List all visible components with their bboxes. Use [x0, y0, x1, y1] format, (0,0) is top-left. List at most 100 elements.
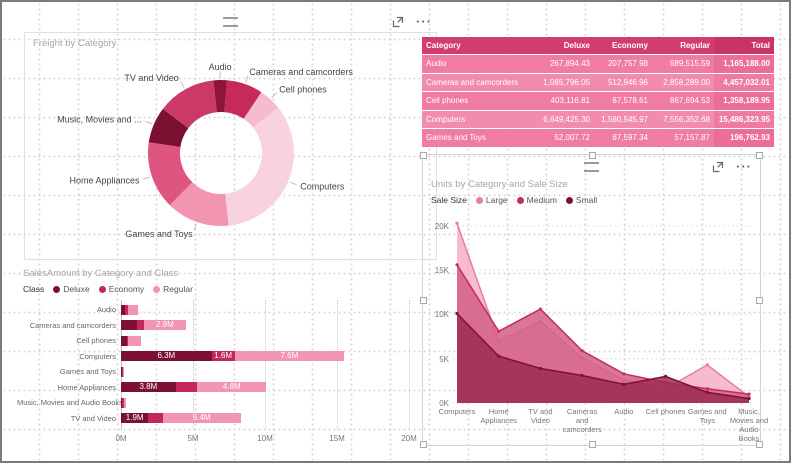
bar-segment-economy[interactable]	[124, 304, 128, 315]
table-row[interactable]: Computers 6,649,425.30 1,580,545.97 7,556,3…	[422, 109, 774, 129]
more-options-icon[interactable]: ···	[736, 159, 752, 174]
bar-segment-regular[interactable]: 2.9M	[143, 320, 186, 331]
donut-slice-5[interactable]	[169, 182, 229, 227]
visual-header: ···	[25, 14, 436, 30]
value-cell: 7,556,352.68	[652, 109, 714, 129]
data-point[interactable]	[705, 390, 709, 394]
visual-container-freight-donut[interactable]: ··· Freight by Category Audio Cameras and…	[24, 15, 437, 260]
donut-slice-3[interactable]	[243, 92, 279, 128]
bar-segment-deluxe[interactable]	[121, 320, 137, 331]
bar-segment-regular[interactable]: 4.8M	[197, 382, 267, 393]
resize-handle-nw[interactable]	[420, 152, 427, 159]
bar-segment-deluxe[interactable]	[121, 366, 122, 377]
data-point[interactable]	[705, 363, 709, 367]
bar-segment-economy[interactable]	[175, 382, 198, 393]
donut-slice-7[interactable]	[148, 108, 189, 147]
bar-segment-regular[interactable]	[128, 335, 141, 346]
bar-segment-economy[interactable]	[121, 366, 123, 377]
bar-segment-economy[interactable]	[126, 335, 129, 346]
bar-segment-economy[interactable]	[148, 413, 163, 424]
drag-handle-icon[interactable]	[223, 17, 238, 27]
legend-item-economy[interactable]: Economy	[98, 284, 144, 294]
bar-segment-regular[interactable]	[127, 304, 138, 315]
data-point[interactable]	[455, 263, 459, 267]
data-point[interactable]	[664, 374, 668, 378]
data-point[interactable]	[622, 372, 626, 376]
area-chart	[453, 221, 753, 404]
row-category-cell: Audio	[422, 54, 532, 73]
bar-segment-deluxe[interactable]: 6.3M	[121, 351, 212, 362]
value-cell: 87,578.61	[594, 91, 652, 110]
donut-label: TV and Video	[124, 73, 178, 83]
data-point[interactable]	[705, 387, 709, 391]
table-row[interactable]: Cell phones 403,116.81 87,578.61 867,694.53…	[422, 91, 774, 110]
bar-segment-economy[interactable]	[122, 397, 124, 408]
resize-handle-s[interactable]	[588, 441, 596, 448]
bar-segment-deluxe[interactable]	[121, 335, 127, 346]
data-point[interactable]	[538, 366, 542, 371]
more-options-icon[interactable]: ···	[416, 14, 432, 29]
column-header-category[interactable]: Category	[422, 37, 532, 55]
data-point[interactable]	[747, 392, 751, 396]
resize-handle-e[interactable]	[756, 297, 763, 304]
leader-line	[245, 75, 249, 83]
data-point[interactable]	[580, 349, 584, 353]
bar-segment-economy[interactable]: 1.6M	[211, 351, 235, 362]
resize-handle-se[interactable]	[756, 441, 763, 448]
drag-handle-icon[interactable]	[584, 162, 599, 172]
bar-row: Computers 6.3M 1.6M 7.6M	[17, 349, 417, 365]
x-category-label: Music, Movies and Audio Books	[729, 407, 769, 443]
focus-mode-icon[interactable]	[712, 161, 724, 173]
category-label: Cell phones	[76, 336, 116, 346]
legend-dot	[516, 196, 524, 204]
column-header-total[interactable]: Total	[714, 37, 774, 55]
bar-segment-regular[interactable]: 7.6M	[234, 351, 345, 362]
data-point[interactable]	[538, 307, 542, 311]
visual-container-sales-bar[interactable]: SalesAmount by Category and Class Class …	[17, 264, 417, 456]
data-point[interactable]	[747, 397, 751, 401]
donut-slice-2[interactable]	[224, 80, 262, 119]
value-cell: 2,858,289.00	[652, 72, 714, 92]
column-header-economy[interactable]: Economy	[594, 37, 652, 55]
data-point[interactable]	[497, 329, 501, 333]
data-point[interactable]	[580, 373, 584, 378]
legend-item-large[interactable]: Large	[475, 195, 508, 205]
category-label: Audio	[96, 305, 116, 315]
bar-segment-regular[interactable]	[122, 366, 124, 377]
data-point[interactable]	[455, 221, 459, 225]
resize-handle-w[interactable]	[420, 297, 427, 304]
column-header-regular[interactable]: Regular	[652, 37, 714, 55]
leader-line	[143, 176, 151, 180]
bar-segment-regular[interactable]: 5.4M	[162, 413, 241, 424]
donut-slice-1[interactable]	[213, 80, 228, 113]
resize-handle-n[interactable]	[588, 152, 596, 159]
table-row[interactable]: Audio 267,894.43 207,757.98 689,515.59 1,165…	[422, 54, 774, 73]
data-point[interactable]	[622, 382, 626, 386]
gridline	[409, 300, 410, 430]
column-header-deluxe[interactable]: Deluxe	[532, 37, 594, 55]
donut-slice-4[interactable]	[225, 107, 294, 226]
bar-segment-deluxe[interactable]	[121, 304, 125, 315]
legend-item-small[interactable]: Small	[565, 195, 597, 205]
legend-item-deluxe[interactable]: Deluxe	[53, 284, 90, 294]
x-axis-tick: 20M	[401, 434, 417, 443]
bar-segment-economy[interactable]	[136, 320, 144, 331]
bar-segment-deluxe[interactable]: 3.8M	[121, 382, 176, 393]
bar-segment-deluxe[interactable]	[121, 397, 123, 408]
legend-item-regular[interactable]: Regular	[153, 284, 193, 294]
table-row[interactable]: Cameras and camcorders 1,085,796.05 512,94…	[422, 72, 774, 92]
legend-item-medium[interactable]: Medium	[516, 195, 557, 205]
data-point[interactable]	[455, 311, 459, 316]
bar-segment-regular[interactable]	[123, 397, 126, 408]
x-axis-tick: 15M	[329, 434, 345, 443]
donut-slice-8[interactable]	[162, 80, 217, 129]
resize-handle-sw[interactable]	[420, 441, 427, 448]
data-point[interactable]	[497, 354, 501, 358]
visual-container-units-area[interactable]: ··· Units by Category and Sale Size Sale…	[420, 152, 768, 448]
bar-segment-deluxe[interactable]: 1.9M	[121, 413, 149, 424]
resize-handle-ne[interactable]	[756, 152, 763, 159]
donut-slice-6[interactable]	[148, 142, 193, 206]
focus-mode-icon[interactable]	[392, 16, 404, 28]
table-row[interactable]: Games and Toys 52,007.72 87,597.34 57,157.8…	[422, 128, 774, 147]
